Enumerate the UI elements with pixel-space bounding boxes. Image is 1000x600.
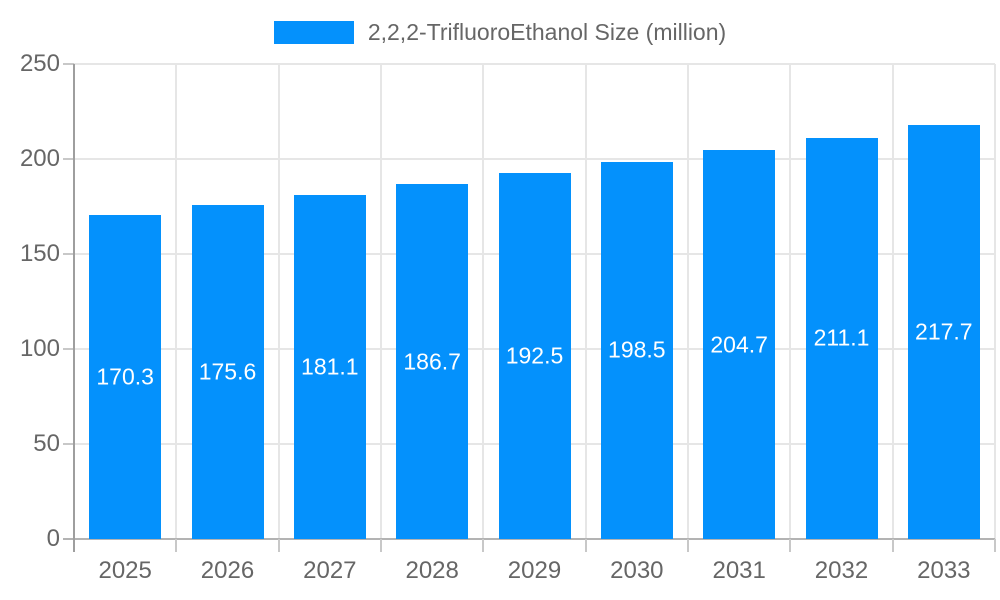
x-tick-mark: [175, 539, 178, 552]
x-axis-tick-label: 2032: [814, 557, 869, 584]
x-axis-tick-label: 2025: [98, 557, 152, 584]
bar-value-label: 175.6: [198, 358, 257, 385]
x-axis-tick-label: 2031: [712, 557, 766, 584]
y-gridline: [74, 63, 995, 65]
x-tick-mark: [584, 539, 587, 552]
y-gridline: [74, 158, 995, 160]
y-tick-mark: [63, 443, 74, 445]
x-gridline: [994, 64, 996, 539]
bar-value-label: 186.7: [403, 348, 461, 375]
x-tick-mark: [687, 539, 689, 552]
bar-2028[interactable]: 186.7: [396, 184, 469, 539]
bar-value-label: 192.5: [505, 342, 564, 369]
bar-2030[interactable]: 198.5: [600, 161, 673, 539]
bar-2032[interactable]: 211.1: [805, 137, 878, 539]
y-axis-tick-label: 50: [33, 430, 60, 457]
y-axis-tick-label: 250: [19, 50, 60, 77]
x-tick-mark: [994, 539, 996, 552]
bar-2031[interactable]: 204.7: [703, 150, 776, 539]
x-axis-tick-label: 2033: [917, 557, 971, 584]
x-tick-mark: [277, 539, 280, 552]
x-gridline: [482, 64, 485, 539]
x-axis-tick-label: 2028: [405, 557, 459, 584]
legend-item[interactable]: 2,2,2-TrifluoroEthanol Size (million): [0, 18, 1000, 46]
bar-2025[interactable]: 170.3: [89, 215, 162, 539]
x-gridline: [891, 64, 894, 539]
y-axis-tick-label: 0: [46, 525, 60, 552]
bar-value-label: 170.3: [96, 363, 154, 390]
x-axis-tick-label: 2030: [610, 557, 664, 584]
y-tick-mark: [63, 538, 74, 540]
bar-2029[interactable]: 192.5: [498, 173, 571, 539]
x-gridline: [380, 64, 382, 539]
x-gridline: [789, 64, 792, 539]
x-axis-tick-label: 2026: [200, 557, 255, 584]
legend-swatch: [273, 20, 354, 44]
bar-value-label: 198.5: [608, 336, 666, 363]
x-tick-mark: [73, 539, 75, 552]
bar-2033[interactable]: 217.7: [907, 125, 980, 539]
y-tick-mark: [63, 253, 74, 255]
bar-2026[interactable]: 175.6: [191, 205, 264, 539]
y-tick-mark: [63, 158, 74, 160]
y-tick-mark: [63, 63, 74, 65]
y-axis-tick-label: 100: [19, 335, 60, 362]
x-axis-baseline: [74, 538, 995, 540]
x-tick-mark: [380, 539, 382, 552]
y-tick-mark: [63, 348, 74, 350]
x-tick-mark: [789, 539, 792, 552]
x-axis-tick-label: 2029: [507, 557, 562, 584]
legend-label: 2,2,2-TrifluoroEthanol Size (million): [367, 19, 727, 45]
bar-value-label: 211.1: [813, 324, 870, 351]
x-gridline: [277, 64, 280, 539]
bar-value-label: 181.1: [301, 353, 359, 380]
x-axis-tick-label: 2027: [303, 557, 357, 584]
x-gridline: [687, 64, 689, 539]
bar-value-label: 217.7: [915, 318, 973, 345]
x-tick-mark: [891, 539, 894, 552]
x-tick-mark: [482, 539, 485, 552]
y-axis-tick-label: 150: [19, 240, 60, 267]
bar-value-label: 204.7: [710, 331, 768, 358]
y-axis-tick-label: 200: [19, 145, 60, 172]
y-axis-line: [73, 64, 75, 539]
x-gridline: [584, 64, 587, 539]
bar-2027[interactable]: 181.1: [293, 194, 366, 539]
x-gridline: [175, 64, 178, 539]
